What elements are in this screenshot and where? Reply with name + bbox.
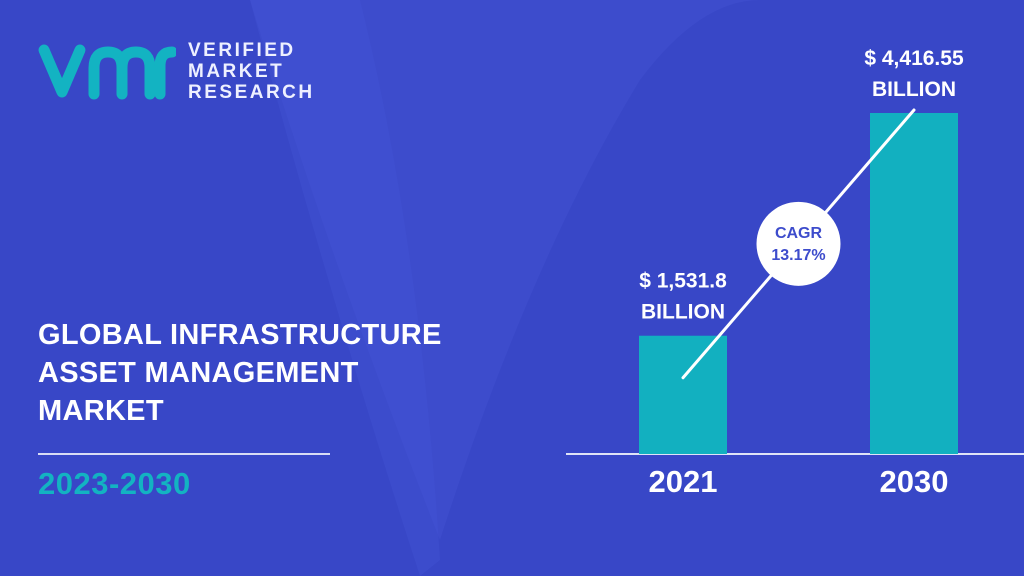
x-tick-label-2030: 2030 bbox=[880, 464, 949, 499]
brand-name: VERIFIED MARKET RESEARCH bbox=[188, 40, 315, 103]
brand-logo: VERIFIED MARKET RESEARCH bbox=[36, 38, 326, 108]
report-title: GLOBAL INFRASTRUCTURE ASSET MANAGEMENT M… bbox=[38, 316, 442, 430]
brand-line-3: RESEARCH bbox=[188, 82, 315, 103]
value-label-2030-line-1: $ 4,416.55 bbox=[864, 47, 964, 70]
value-label-2021-line-2: BILLION bbox=[641, 301, 725, 324]
vmr-logo-icon bbox=[38, 44, 176, 100]
bar-2030 bbox=[870, 113, 958, 454]
cagr-badge bbox=[756, 201, 841, 286]
forecast-period: 2023-2030 bbox=[38, 466, 191, 501]
title-divider bbox=[38, 453, 330, 455]
x-tick-label-2021: 2021 bbox=[649, 464, 718, 499]
cagr-value: 13.17% bbox=[771, 247, 825, 264]
brand-line-1: VERIFIED bbox=[188, 40, 296, 61]
value-label-2021-line-1: $ 1,531.8 bbox=[639, 270, 727, 293]
title-line-2: ASSET MANAGEMENT bbox=[38, 357, 359, 389]
bar-2021 bbox=[639, 335, 727, 454]
value-label-2030-line-2: BILLION bbox=[872, 78, 956, 101]
brand-line-2: MARKET bbox=[188, 61, 285, 82]
title-line-3: MARKET bbox=[38, 395, 164, 427]
cagr-label: CAGR bbox=[775, 225, 823, 242]
title-line-1: GLOBAL INFRASTRUCTURE bbox=[38, 319, 442, 351]
